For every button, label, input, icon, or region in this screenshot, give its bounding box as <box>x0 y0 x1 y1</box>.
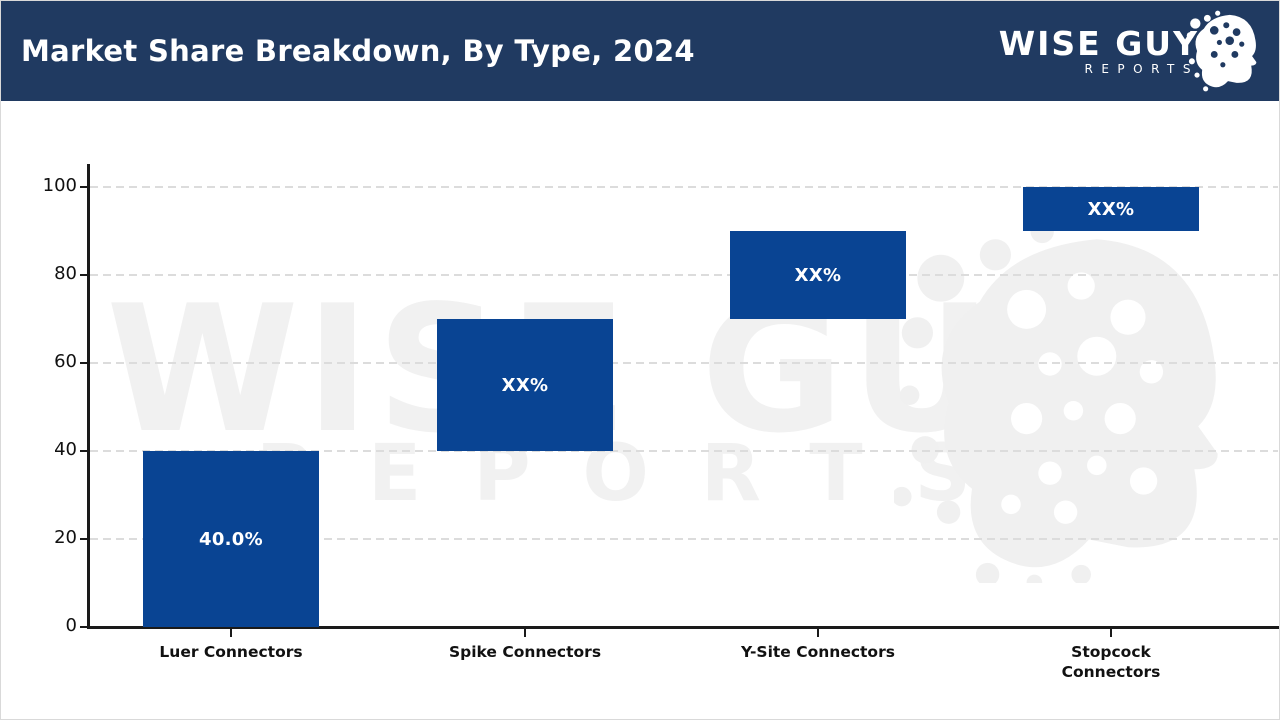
y-tick-label-60: 60 <box>54 351 77 372</box>
x-tick-0 <box>230 629 232 637</box>
bar-value-label-2: XX% <box>794 264 842 286</box>
y-tick-label-100: 100 <box>42 175 77 196</box>
gridline-60 <box>90 362 1278 364</box>
x-tick-label-0: Luer Connectors <box>159 643 303 661</box>
watermark-text-line2: REPORTS <box>256 429 1023 519</box>
y-tick-40 <box>80 450 88 452</box>
y-tick-20 <box>80 538 88 540</box>
gridline-80 <box>90 274 1278 276</box>
x-axis-line <box>87 626 1279 629</box>
y-tick-label-80: 80 <box>54 263 77 284</box>
gridline-40 <box>90 450 1278 452</box>
y-tick-label-0: 0 <box>65 615 77 636</box>
brand-logo-line1: WISE GUY <box>998 24 1199 63</box>
bar-value-label-1: XX% <box>501 374 549 396</box>
page-title: Market Share Breakdown, By Type, 2024 <box>21 34 695 68</box>
x-tick-1 <box>524 629 526 637</box>
y-tick-label-20: 20 <box>54 527 77 548</box>
y-tick-label-40: 40 <box>54 439 77 460</box>
y-tick-0 <box>80 626 88 628</box>
y-axis-spine <box>87 164 90 629</box>
brand-logo-head-icon <box>1186 10 1257 92</box>
bar-2: XX% <box>730 231 906 319</box>
x-tick-3 <box>1110 629 1112 637</box>
bar-0: 40.0% <box>143 451 319 627</box>
y-tick-100 <box>80 186 88 188</box>
bar-1: XX% <box>437 319 613 451</box>
bar-value-label-0: 40.0% <box>199 528 263 550</box>
x-tick-label-3: Stopcock Connectors <box>1061 643 1161 681</box>
header-bar: Market Share Breakdown, By Type, 2024 WI… <box>1 1 1279 101</box>
brand-logo-line2: REPORTS <box>1084 62 1199 76</box>
y-tick-60 <box>80 362 88 364</box>
gridline-20 <box>90 538 1278 540</box>
bar-3: XX% <box>1023 187 1199 231</box>
x-tick-label-1: Spike Connectors <box>448 643 602 661</box>
x-tick-2 <box>817 629 819 637</box>
bar-value-label-3: XX% <box>1087 198 1135 220</box>
brand-logo-text: WISE GUY REPORTS <box>998 24 1199 77</box>
brand-logo: WISE GUY REPORTS <box>999 7 1271 95</box>
gridline-100 <box>90 186 1278 188</box>
watermark-head-icon <box>894 223 1218 583</box>
x-tick-label-2: Y-Site Connectors <box>741 643 895 661</box>
y-tick-80 <box>80 274 88 276</box>
